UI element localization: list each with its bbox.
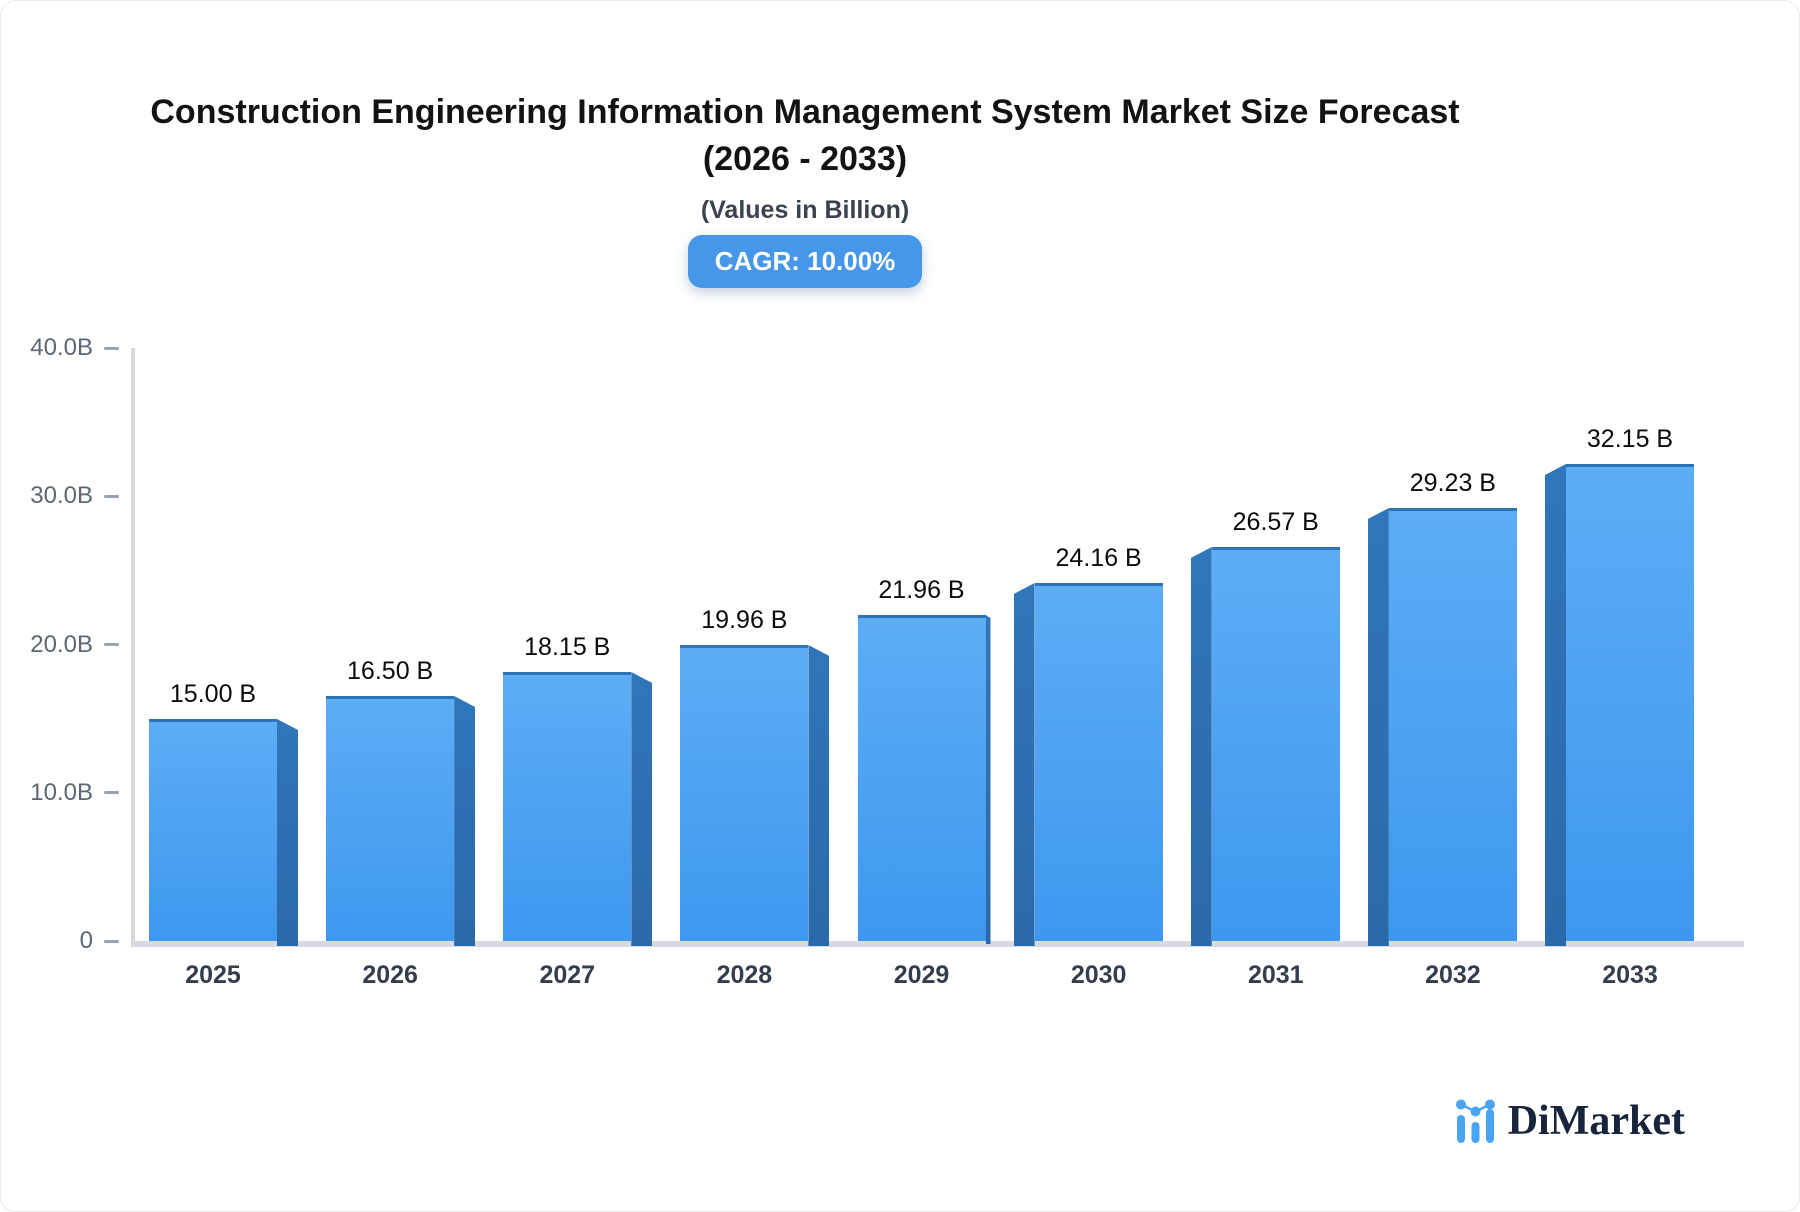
x-tick-label-2033: 2033 [1602, 961, 1658, 989]
x-tick-label-2029: 2029 [893, 961, 950, 989]
bar-value-label: 32.15 B [1586, 425, 1674, 453]
x-tick-label-2025: 2025 [185, 961, 241, 989]
bar-value-label: 16.50 B [347, 657, 434, 685]
y-tick: 0 [1, 926, 119, 956]
bar-side-face [454, 696, 476, 946]
y-tick-label: 10.0B [30, 778, 93, 806]
bar-side-face [1013, 583, 1035, 946]
chart-header: Construction Engineering Information Man… [1, 89, 1609, 288]
bar-value-label: 19.96 B [701, 606, 788, 634]
x-tick-label-2027: 2027 [539, 961, 596, 989]
x-tick-label-2028: 2028 [716, 961, 773, 989]
y-tick-label: 20.0B [30, 630, 93, 658]
bar-value-label: 29.23 B [1409, 469, 1496, 497]
chart-title-line-2: (2026 - 2033) [702, 140, 908, 178]
bar-2027[interactable]: 18.15 B [503, 633, 653, 946]
y-tick-label: 40.0B [30, 334, 93, 361]
y-tick-label: 0 [79, 927, 93, 954]
bar-face [857, 615, 986, 941]
x-axis-labels: 2025 2026 2027 2028 2029 2030 2031 2032 2033 [135, 961, 1744, 990]
bar-side-face [1545, 464, 1566, 946]
bar-side-face [808, 645, 830, 946]
bar-2025[interactable]: 15.00 B [149, 680, 298, 946]
y-axis-line [131, 348, 135, 946]
chart-subtitle: (Values in Billion) [700, 196, 910, 224]
x-tick-label-2032: 2032 [1425, 961, 1481, 989]
bar-2030[interactable]: 24.16 B [1013, 544, 1163, 946]
bar-2029[interactable]: 21.96 B [857, 576, 991, 944]
y-tick: 10.0B [1, 778, 119, 808]
bar-face [1211, 547, 1340, 941]
bar-2031[interactable]: 26.57 B [1190, 508, 1340, 946]
bar-face [503, 672, 632, 941]
y-tick: 40.0B [1, 333, 119, 363]
chart-title-line-1: Construction Engineering Information Man… [150, 93, 1460, 131]
y-tick-mark [104, 939, 119, 943]
bar-side-face [1190, 547, 1212, 946]
bar-value-label: 15.00 B [169, 680, 257, 708]
bar-2026[interactable]: 16.50 B [326, 657, 476, 946]
bar-side-face [631, 672, 653, 946]
x-tick-label-2026: 2026 [362, 961, 418, 989]
bar-side-face [1367, 508, 1389, 946]
x-axis-line [131, 941, 1744, 947]
bar-value-label: 21.96 B [878, 576, 965, 604]
bar-2032[interactable]: 29.23 B [1367, 469, 1517, 946]
cagr-badge: CAGR: 10.00% [687, 235, 923, 288]
bar-value-label: 26.57 B [1232, 508, 1319, 536]
bar-face [326, 696, 455, 941]
y-tick-mark [104, 346, 119, 350]
bar-face [149, 719, 277, 941]
x-tick-label-2031: 2031 [1247, 961, 1304, 989]
bar-side-face [985, 615, 991, 944]
y-axis: 0 10.0B 20.0B 30.0B 40.0B [1, 334, 119, 954]
bar-2028[interactable]: 19.96 B [680, 606, 830, 946]
bar-value-label: 24.16 B [1055, 544, 1142, 572]
bar-line-chart-icon [1455, 1099, 1495, 1143]
bar-face [680, 645, 809, 941]
y-tick: 20.0B [1, 630, 119, 660]
dimarket-logo: DiMarket [1455, 1097, 1685, 1145]
bar-face [1388, 508, 1517, 941]
y-tick: 30.0B [1, 481, 119, 511]
bars-area: 15.00 B 16.50 B 18.15 B 19.96 B 21.96 B 24.16… [135, 348, 1744, 946]
dimarket-logo-text: DiMarket [1507, 1098, 1685, 1144]
x-tick-label-2030: 2030 [1070, 961, 1127, 989]
y-tick-mark [104, 791, 119, 795]
bar-side-face [277, 719, 298, 946]
y-tick-mark [104, 643, 119, 646]
y-tick-label: 30.0B [30, 482, 93, 510]
y-tick-mark [104, 494, 119, 498]
bar-face [1034, 583, 1163, 941]
bar-face [1566, 464, 1694, 941]
bar-2033[interactable]: 32.15 B [1545, 425, 1694, 946]
bar-value-label: 18.15 B [524, 633, 611, 661]
